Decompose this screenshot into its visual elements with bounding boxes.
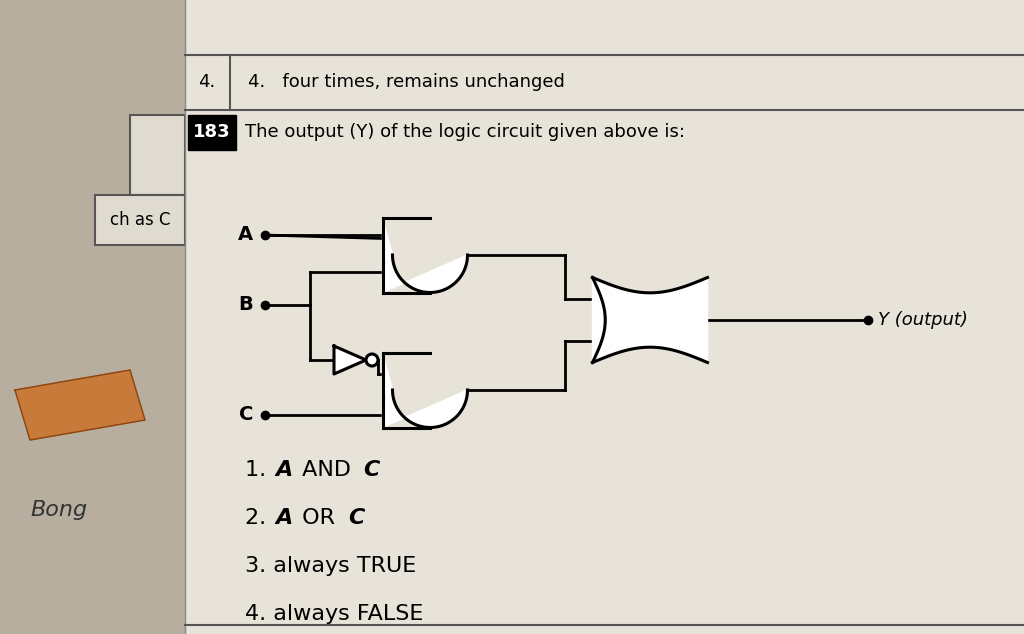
FancyBboxPatch shape [0,0,185,634]
Text: A: A [238,226,253,245]
Text: 183: 183 [194,123,230,141]
Text: OR: OR [295,508,342,528]
Text: 2.: 2. [245,508,273,528]
Text: C: C [348,508,365,528]
Text: 4.: 4. [199,73,216,91]
Polygon shape [383,353,468,427]
Text: 4. always FALSE: 4. always FALSE [245,604,423,624]
Polygon shape [593,278,708,363]
Polygon shape [383,217,468,292]
FancyBboxPatch shape [95,195,185,245]
FancyBboxPatch shape [130,115,185,195]
Text: C: C [239,406,253,425]
Text: 1.: 1. [245,460,273,480]
Text: A: A [275,460,292,480]
Polygon shape [15,370,145,440]
Circle shape [366,354,378,366]
FancyBboxPatch shape [188,115,236,150]
Text: AND: AND [295,460,358,480]
Text: Y (output): Y (output) [878,311,968,329]
Text: A: A [275,508,292,528]
Text: The output (Y) of the logic circuit given above is:: The output (Y) of the logic circuit give… [245,123,685,141]
Text: ch as C: ch as C [110,211,170,229]
Text: 3. always TRUE: 3. always TRUE [245,556,416,576]
FancyBboxPatch shape [185,0,1024,634]
Polygon shape [334,346,366,374]
Text: C: C [362,460,379,480]
Text: B: B [239,295,253,314]
Text: 4.   four times, remains unchanged: 4. four times, remains unchanged [248,73,565,91]
Text: Bong: Bong [30,500,87,520]
